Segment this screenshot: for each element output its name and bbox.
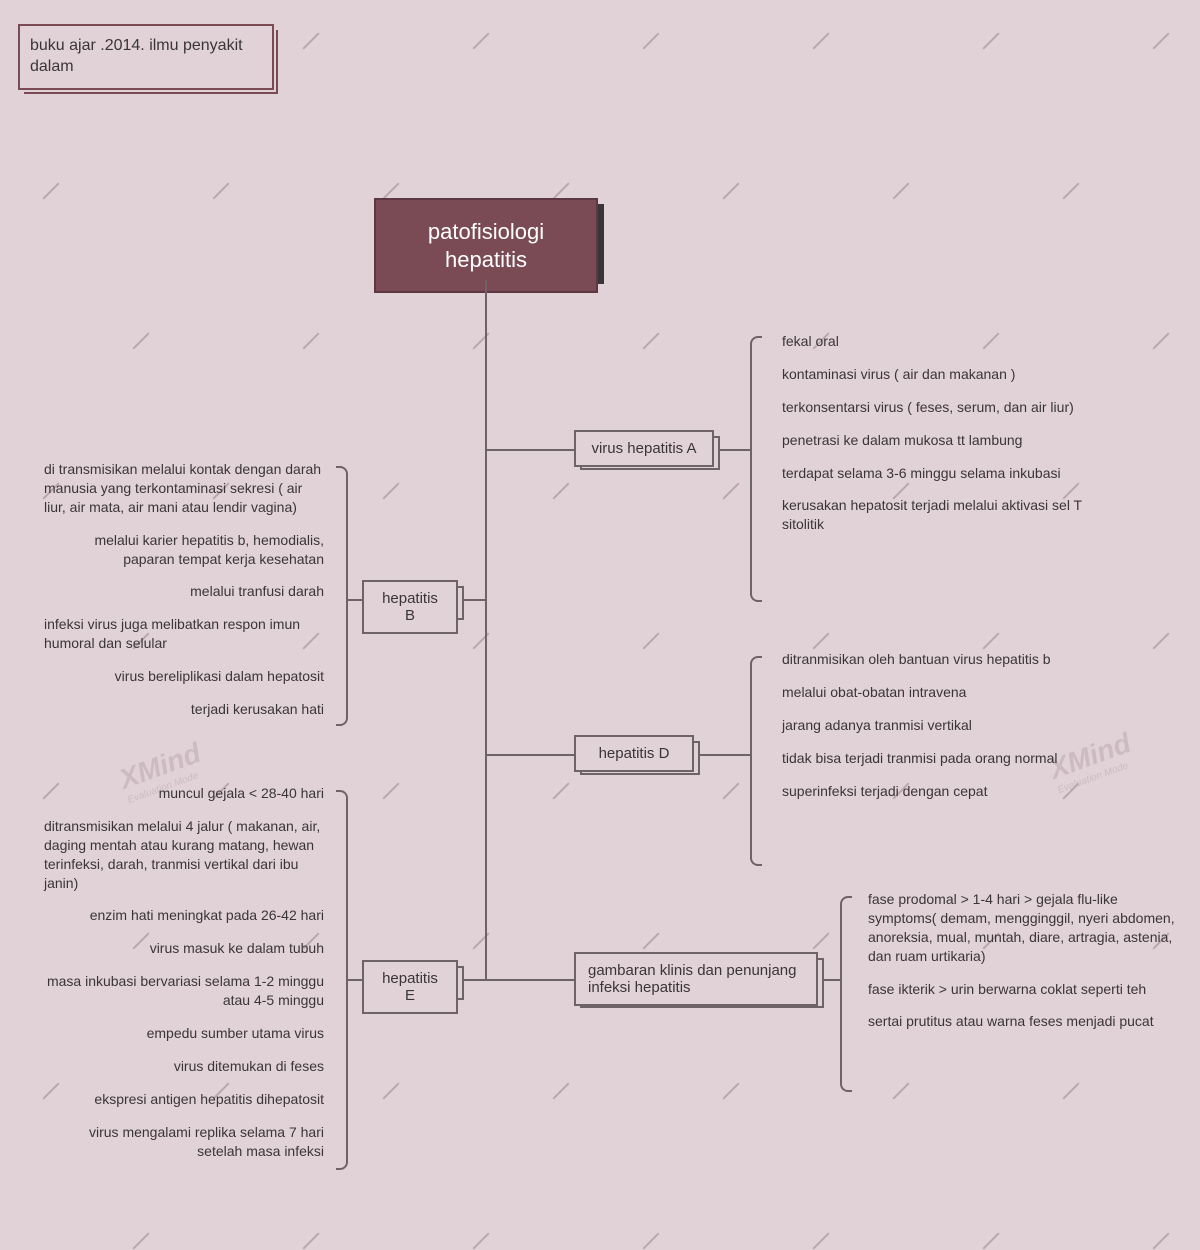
watermark-dash [303, 33, 320, 50]
watermark-dash [473, 1233, 490, 1250]
watermark-dash [383, 183, 400, 200]
watermark-dash [383, 1083, 400, 1100]
watermark-dash [553, 1083, 570, 1100]
list-item: melalui obat-obatan intravena [782, 683, 1102, 702]
watermark-dash [133, 333, 150, 350]
watermark-dash [1153, 333, 1170, 350]
watermark-dash [303, 333, 320, 350]
source-reference-box: buku ajar .2014. ilmu penyakit dalam [18, 24, 274, 90]
watermark-dash [643, 1233, 660, 1250]
watermark-dash [813, 633, 830, 650]
list-item: kontaminasi virus ( air dan makanan ) [782, 365, 1102, 384]
watermark-dash [983, 1233, 1000, 1250]
node-hepatitis-d: hepatitis D [574, 735, 694, 772]
watermark-dash [133, 1233, 150, 1250]
watermark-dash [1063, 1083, 1080, 1100]
bracket-hep-a [750, 336, 762, 602]
list-item: ditranmisikan oleh bantuan virus hepatit… [782, 650, 1102, 669]
watermark-dash [643, 333, 660, 350]
watermark-dash [553, 783, 570, 800]
list-item: kerusakan hepatosit terjadi melalui akti… [782, 496, 1102, 534]
watermark-dash [893, 183, 910, 200]
watermark-dash [723, 483, 740, 500]
watermark-dash [643, 33, 660, 50]
watermark-dash [553, 483, 570, 500]
node-hepatitis-e: hepatitis E [362, 960, 458, 1014]
watermark-dash [723, 1083, 740, 1100]
watermark-dash [473, 933, 490, 950]
list-item: terkonsentarsi virus ( feses, serum, dan… [782, 398, 1102, 417]
watermark-dash [813, 933, 830, 950]
watermark-dash [43, 183, 60, 200]
bracket-klinis [840, 896, 852, 1092]
node-hepatitis-a: virus hepatitis A [574, 430, 714, 467]
list-item: superinfeksi terjadi dengan cepat [782, 782, 1102, 801]
watermark-dash [643, 633, 660, 650]
watermark-dash [643, 933, 660, 950]
leaf-list-hep-a: fekal oral kontaminasi virus ( air dan m… [782, 332, 1102, 548]
watermark-dash [383, 483, 400, 500]
leaf-list-hep-b: di transmisikan melalui kontak dengan da… [44, 460, 324, 733]
node-hepatitis-b: hepatitis B [362, 580, 458, 634]
list-item: melalui karier hepatitis b, hemodialis, … [44, 531, 324, 569]
watermark-dash [813, 33, 830, 50]
bracket-hep-d [750, 656, 762, 866]
list-item: penetrasi ke dalam mukosa tt lambung [782, 431, 1102, 450]
list-item: terjadi kerusakan hati [44, 700, 324, 719]
list-item: terdapat selama 3-6 minggu selama inkuba… [782, 464, 1102, 483]
watermark-dash [473, 333, 490, 350]
list-item: infeksi virus juga melibatkan respon imu… [44, 615, 324, 653]
node-gambaran-klinis: gambaran klinis dan penunjang infeksi he… [574, 952, 818, 1006]
watermark-dash [473, 33, 490, 50]
watermark-dash [983, 633, 1000, 650]
list-item: enzim hati meningkat pada 26-42 hari [44, 906, 324, 925]
list-item: tidak bisa terjadi tranmisi pada orang n… [782, 749, 1102, 768]
watermark-dash [1063, 183, 1080, 200]
watermark-dash [983, 33, 1000, 50]
list-item: ekspresi antigen hepatitis dihepatosit [44, 1090, 324, 1109]
list-item: masa inkubasi bervariasi selama 1-2 ming… [44, 972, 324, 1010]
list-item: fase prodomal > 1-4 hari > gejala flu-li… [868, 890, 1178, 966]
central-node: patofisiologi hepatitis [374, 198, 598, 293]
watermark-dash [1153, 1233, 1170, 1250]
watermark-dash [303, 1233, 320, 1250]
watermark-dash [813, 1233, 830, 1250]
list-item: empedu sumber utama virus [44, 1024, 324, 1043]
watermark-dash [1153, 33, 1170, 50]
leaf-list-klinis: fase prodomal > 1-4 hari > gejala flu-li… [868, 890, 1178, 1045]
list-item: jarang adanya tranmisi vertikal [782, 716, 1102, 735]
watermark-dash [893, 1083, 910, 1100]
watermark-dash [1153, 633, 1170, 650]
watermark-dash [213, 183, 230, 200]
watermark-dash [553, 183, 570, 200]
list-item: sertai prutitus atau warna feses menjadi… [868, 1012, 1178, 1031]
list-item: virus masuk ke dalam tubuh [44, 939, 324, 958]
list-item: virus ditemukan di feses [44, 1057, 324, 1076]
watermark-dash [723, 783, 740, 800]
list-item: fekal oral [782, 332, 1102, 351]
bracket-hep-e [336, 790, 348, 1170]
bracket-hep-b [336, 466, 348, 726]
list-item: virus bereliplikasi dalam hepatosit [44, 667, 324, 686]
watermark-dash [473, 633, 490, 650]
watermark-dash [723, 183, 740, 200]
leaf-list-hep-d: ditranmisikan oleh bantuan virus hepatit… [782, 650, 1102, 814]
list-item: virus mengalami replika selama 7 hari se… [44, 1123, 324, 1161]
leaf-list-hep-e: muncul gejala < 28-40 hari ditransmisika… [44, 784, 324, 1174]
list-item: melalui tranfusi darah [44, 582, 324, 601]
list-item: ditransmisikan melalui 4 jalur ( makanan… [44, 817, 324, 893]
list-item: muncul gejala < 28-40 hari [44, 784, 324, 803]
list-item: fase ikterik > urin berwarna coklat sepe… [868, 980, 1178, 999]
list-item: di transmisikan melalui kontak dengan da… [44, 460, 324, 517]
watermark-dash [383, 783, 400, 800]
